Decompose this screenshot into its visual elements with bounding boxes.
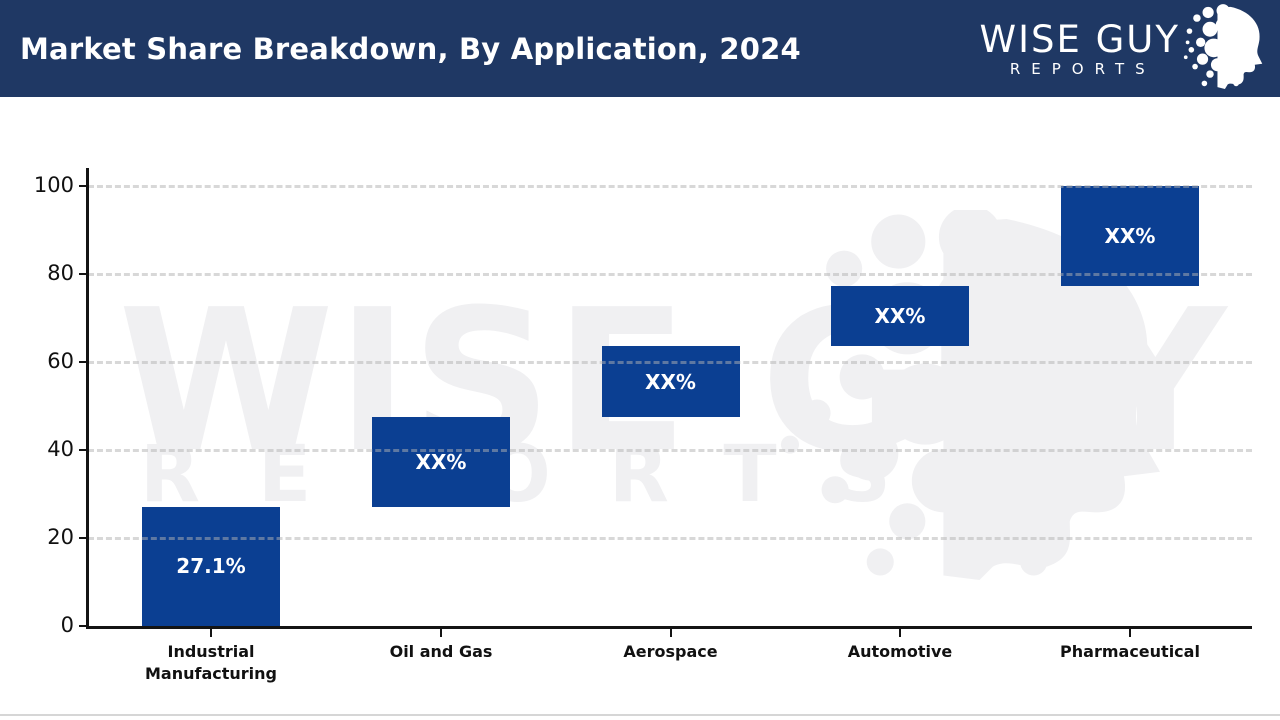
logo-head-icon <box>1182 3 1266 94</box>
y-tick-label-80: 80 <box>47 261 74 285</box>
header-bar: Market Share Breakdown, By Application, … <box>0 0 1280 97</box>
logo-wordmark: WISE GUY <box>979 17 1180 61</box>
y-tick-40 <box>79 449 88 451</box>
y-tick-label-20: 20 <box>47 525 74 549</box>
y-tick-label-60: 60 <box>47 349 74 373</box>
gridline-y-80 <box>88 273 1252 276</box>
x-tick-industrial-manufacturing <box>210 628 212 637</box>
logo-text: WISE GUY REPORTS <box>980 21 1180 77</box>
x-category-label: Oil and Gas <box>389 642 493 661</box>
y-tick-label-0: 0 <box>60 613 74 637</box>
x-axis-spine <box>86 626 1252 629</box>
bar-value-label: 27.1% <box>176 554 246 579</box>
y-tick-20 <box>79 537 88 539</box>
y-tick-0 <box>79 625 88 627</box>
watermark-subtitle: REPORTS <box>140 430 949 520</box>
x-tick-automotive <box>899 628 901 637</box>
x-category-label: Pharmaceutical <box>1060 642 1200 661</box>
bottom-divider <box>0 714 1280 716</box>
gridline-y-100 <box>88 185 1252 188</box>
gridline-y-60 <box>88 361 1252 364</box>
x-tick-pharmaceutical <box>1129 628 1131 637</box>
x-tick-oil-and-gas <box>440 628 442 637</box>
gridline-y-40 <box>88 449 1252 452</box>
y-tick-label-100: 100 <box>33 173 74 197</box>
watermark-head-icon <box>770 205 1180 584</box>
y-tick-80 <box>79 273 88 275</box>
bar-value-label: XX% <box>645 369 696 394</box>
bar-value-label: XX% <box>1104 223 1156 248</box>
bar-pharmaceutical: XX% <box>1061 186 1199 286</box>
bar-industrial-manufacturing: 27.1% <box>142 506 280 626</box>
bar-value-label: XX% <box>874 304 926 328</box>
x-tick-aerospace <box>669 628 672 637</box>
logo-subtitle: REPORTS <box>1009 59 1156 78</box>
y-axis-spine <box>86 168 89 628</box>
bar-aerospace: XX% <box>601 346 740 418</box>
y-tick-label-40: 40 <box>47 437 74 461</box>
y-tick-100 <box>79 185 88 187</box>
gridline-y-20 <box>88 537 1252 540</box>
y-tick-60 <box>79 361 88 363</box>
wise-guy-logo: WISE GUY REPORTS <box>980 3 1280 94</box>
x-category-label: Industrial Manufacturing <box>145 642 277 683</box>
bar-value-label: XX% <box>415 450 467 475</box>
x-category-label: Aerospace <box>623 642 718 661</box>
bar-automotive: XX% <box>831 285 969 347</box>
page-title: Market Share Breakdown, By Application, … <box>20 31 801 66</box>
x-category-label: Automotive <box>847 642 953 661</box>
bar-oil-and-gas: XX% <box>372 417 510 507</box>
